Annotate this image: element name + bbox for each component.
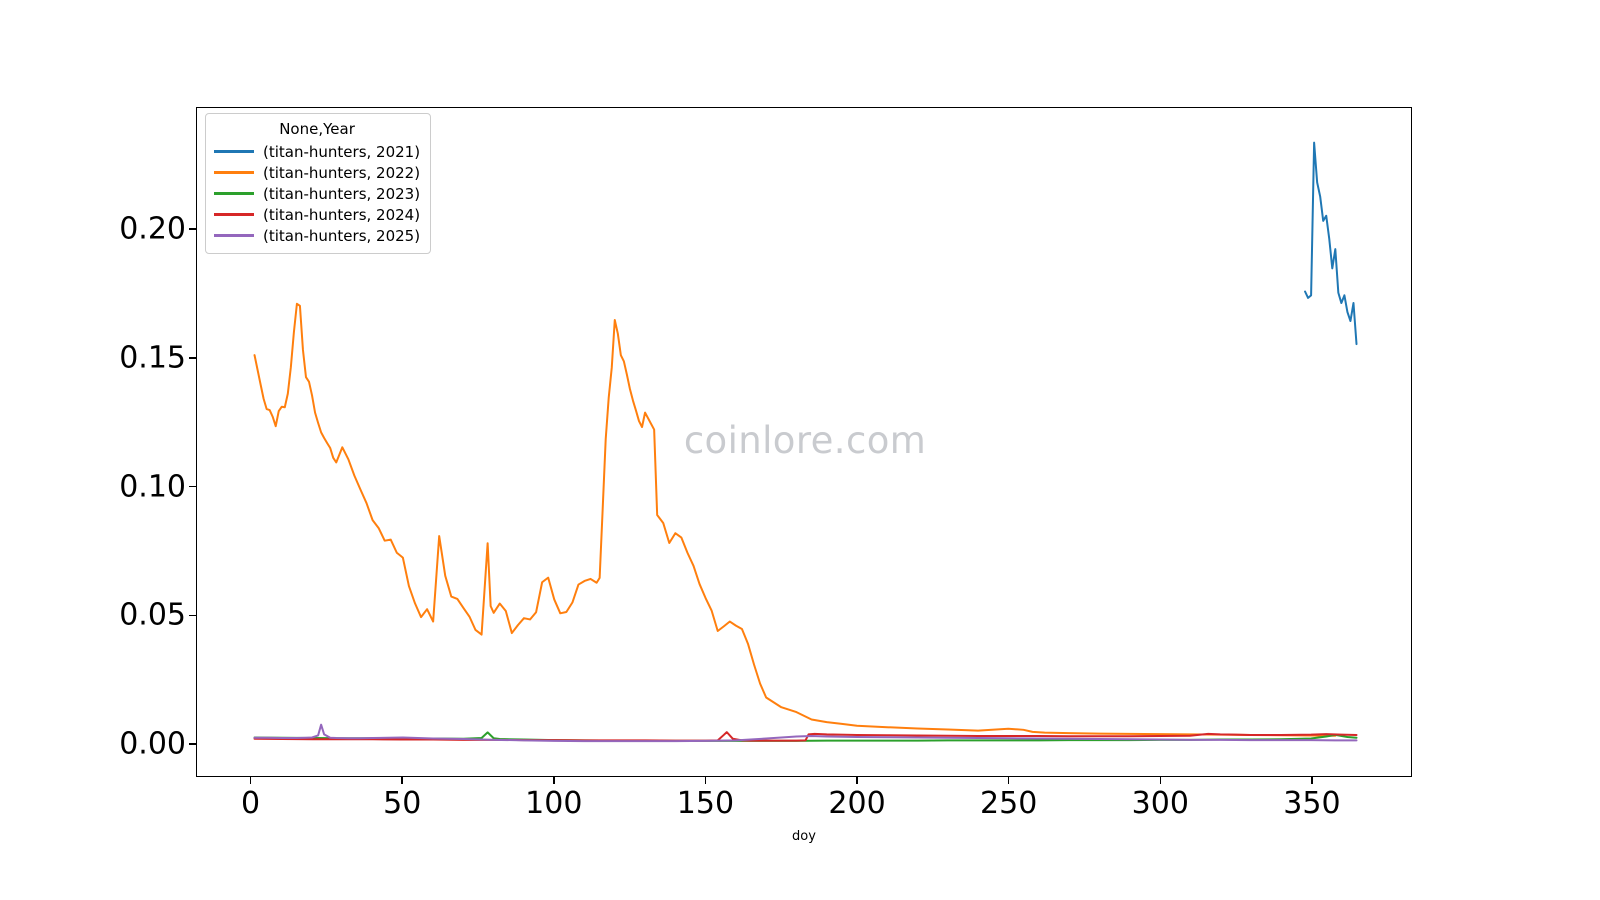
legend-item[interactable]: (titan-hunters, 2024) bbox=[214, 204, 420, 225]
x-tick-mark bbox=[249, 777, 252, 784]
x-tick-mark bbox=[553, 777, 555, 784]
legend-item-label: (titan-hunters, 2021) bbox=[263, 142, 421, 161]
legend-title: None,Year bbox=[279, 120, 355, 138]
y-tick-label: 0.10 bbox=[119, 469, 186, 505]
legend-item[interactable]: (titan-hunters, 2022) bbox=[214, 162, 420, 183]
series-line bbox=[253, 723, 1358, 743]
y-tick-mark bbox=[189, 485, 196, 488]
legend-item-label: (titan-hunters, 2024) bbox=[263, 205, 421, 224]
legend-item-label: (titan-hunters, 2023) bbox=[263, 184, 421, 203]
x-tick-mark bbox=[704, 777, 707, 784]
x-tick-mark bbox=[1311, 777, 1313, 784]
legend-color-swatch-icon bbox=[214, 150, 254, 153]
legend-item[interactable]: (titan-hunters, 2025) bbox=[214, 225, 420, 246]
x-tick-label: 300 bbox=[1131, 786, 1189, 821]
y-tick-label: 0.05 bbox=[119, 597, 186, 633]
y-tick-label: 0.20 bbox=[119, 211, 186, 247]
legend-color-swatch-icon bbox=[214, 192, 254, 195]
legend-item-label: (titan-hunters, 2025) bbox=[263, 226, 421, 245]
legend-item-label: (titan-hunters, 2022) bbox=[263, 163, 421, 182]
legend-entries: (titan-hunters, 2021) (titan-hunters, 202… bbox=[214, 141, 420, 246]
x-axis-label-text: doy bbox=[792, 829, 816, 844]
x-tick-label: 0 bbox=[241, 786, 261, 821]
y-tick-mark bbox=[189, 743, 196, 745]
x-tick-label: 100 bbox=[525, 786, 583, 821]
series-line bbox=[1304, 141, 1358, 346]
x-tick-label: 350 bbox=[1283, 786, 1341, 821]
x-axis-label: doy bbox=[0, 829, 1600, 844]
legend-color-swatch-icon bbox=[214, 171, 254, 174]
x-tick-mark bbox=[401, 777, 403, 784]
x-tick-mark bbox=[1007, 777, 1010, 784]
x-tick-label: 250 bbox=[980, 786, 1038, 821]
legend-item[interactable]: (titan-hunters, 2023) bbox=[214, 183, 420, 204]
legend-item[interactable]: (titan-hunters, 2021) bbox=[214, 141, 420, 162]
legend-color-swatch-icon bbox=[214, 213, 254, 216]
legend-color-swatch-icon bbox=[214, 234, 254, 237]
x-tick-label: 50 bbox=[383, 786, 422, 821]
y-tick-mark bbox=[189, 614, 196, 617]
x-tick-label: 150 bbox=[676, 786, 735, 821]
x-tick-mark bbox=[1159, 777, 1162, 784]
plot-lines bbox=[253, 141, 1358, 743]
chart-legend: None,Year (titan-hunters, 2021) (titan-hu… bbox=[205, 113, 432, 254]
y-tick-mark bbox=[189, 357, 196, 359]
x-tick-mark bbox=[856, 777, 858, 784]
y-tick-label: 0.15 bbox=[119, 340, 186, 376]
x-tick-label: 200 bbox=[828, 786, 886, 821]
y-tick-mark bbox=[189, 228, 196, 231]
y-tick-label: 0.00 bbox=[119, 726, 186, 762]
series-line bbox=[253, 302, 1337, 737]
